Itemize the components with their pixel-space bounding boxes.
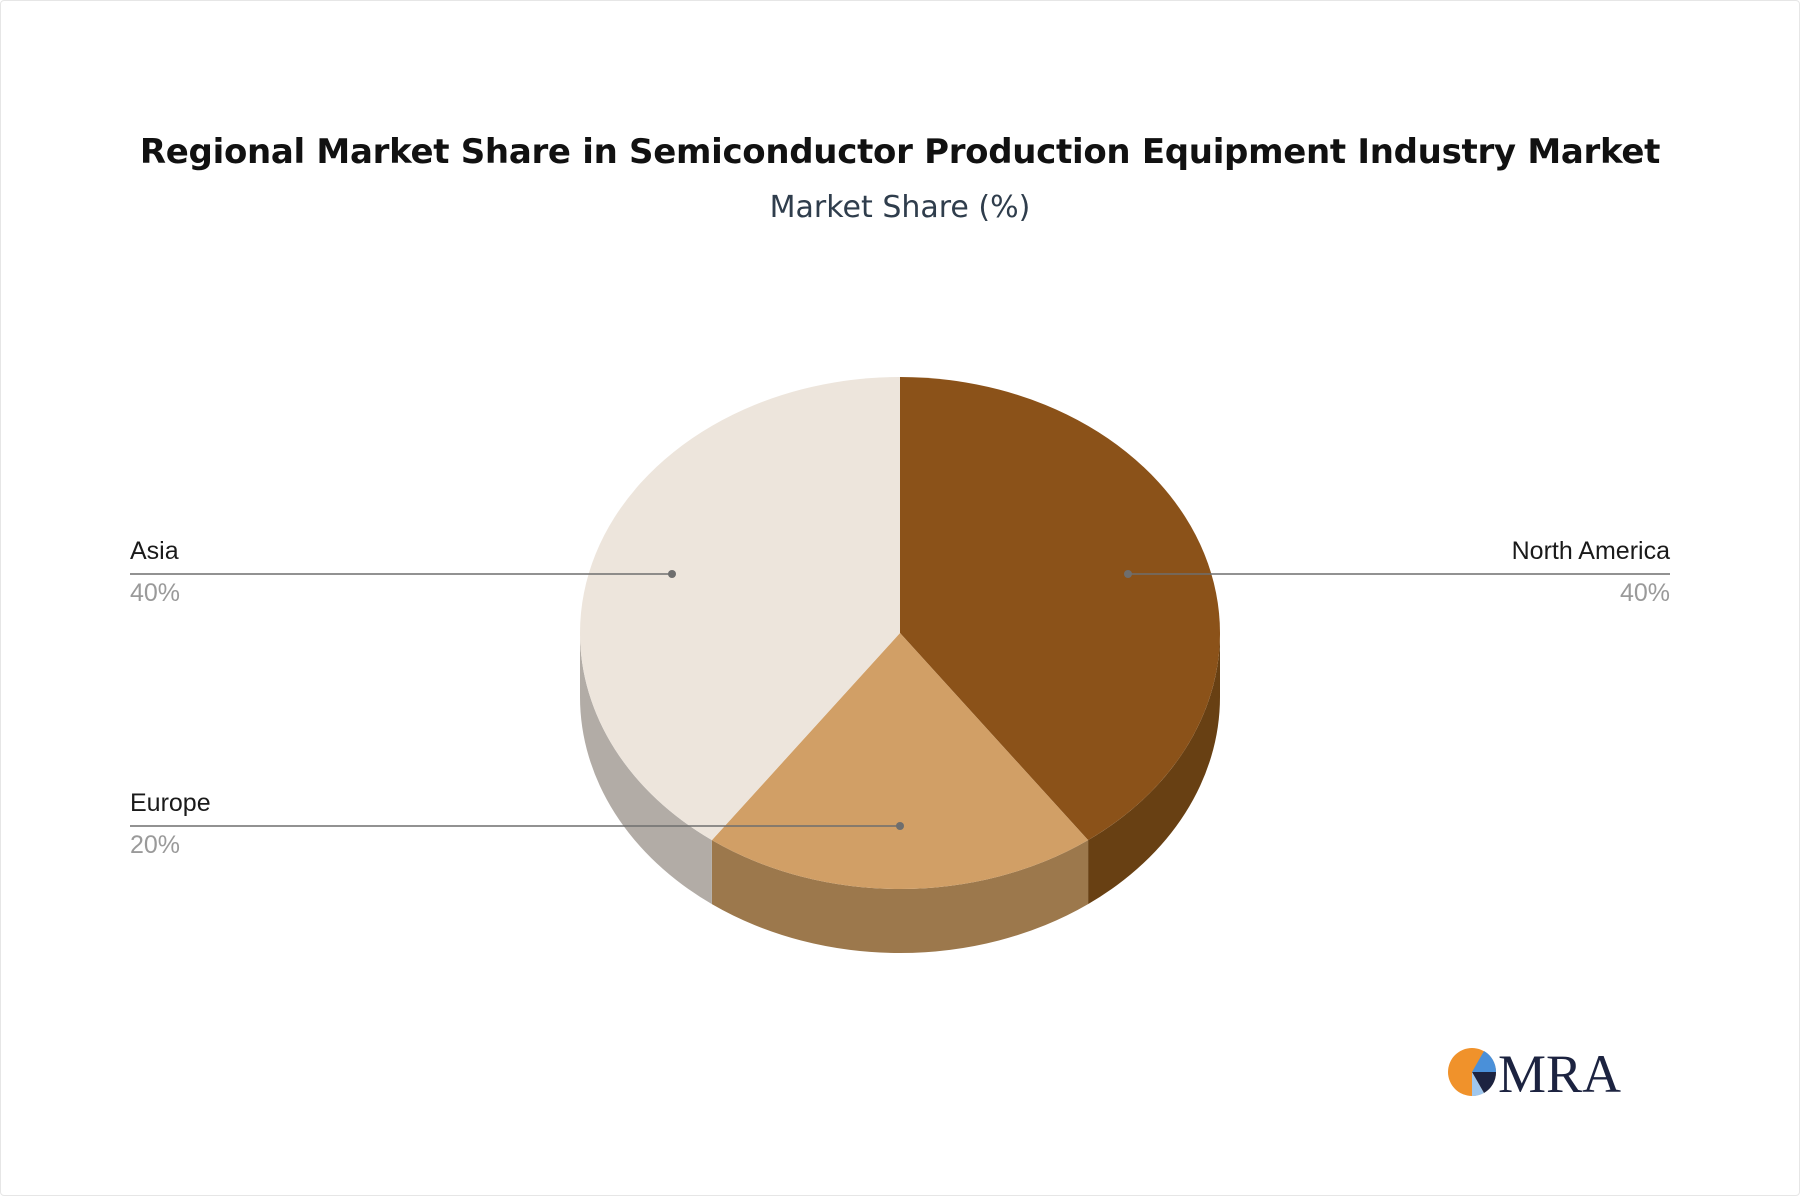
- chart-title: Regional Market Share in Semiconductor P…: [139, 132, 1661, 172]
- legend-value-asia: 40%: [130, 579, 181, 607]
- leader-line-north-america-dot: [1124, 570, 1132, 578]
- logo-text: MRA: [1498, 1044, 1621, 1100]
- legend-value-north-america: 40%: [1619, 579, 1670, 607]
- pie-slice-europe: [711, 633, 1089, 889]
- pie-side-asia: [580, 633, 712, 905]
- chart-subtitle: Market Share (%): [769, 190, 1031, 225]
- legend-label-asia: Asia: [130, 537, 179, 565]
- logo-wedge-light-icon: [1472, 1072, 1484, 1097]
- pie-side-europe: [711, 840, 1089, 953]
- mra-logo: MRA: [1448, 1044, 1621, 1100]
- legend-value-europe: 20%: [130, 831, 181, 859]
- logo-wedge-dark-icon: [1472, 1072, 1497, 1093]
- pie-slice-north-america: [900, 377, 1221, 841]
- legend-label-europe: Europe: [130, 789, 211, 817]
- leader-line-europe-dot: [896, 822, 904, 830]
- logo-wedge-blue-icon: [1472, 1051, 1497, 1072]
- pie-side-north-america: [1088, 633, 1220, 905]
- legend-label-north-america: North America: [1511, 537, 1670, 565]
- pie-slice-asia: [580, 377, 900, 841]
- leader-line-asia-dot: [668, 570, 676, 578]
